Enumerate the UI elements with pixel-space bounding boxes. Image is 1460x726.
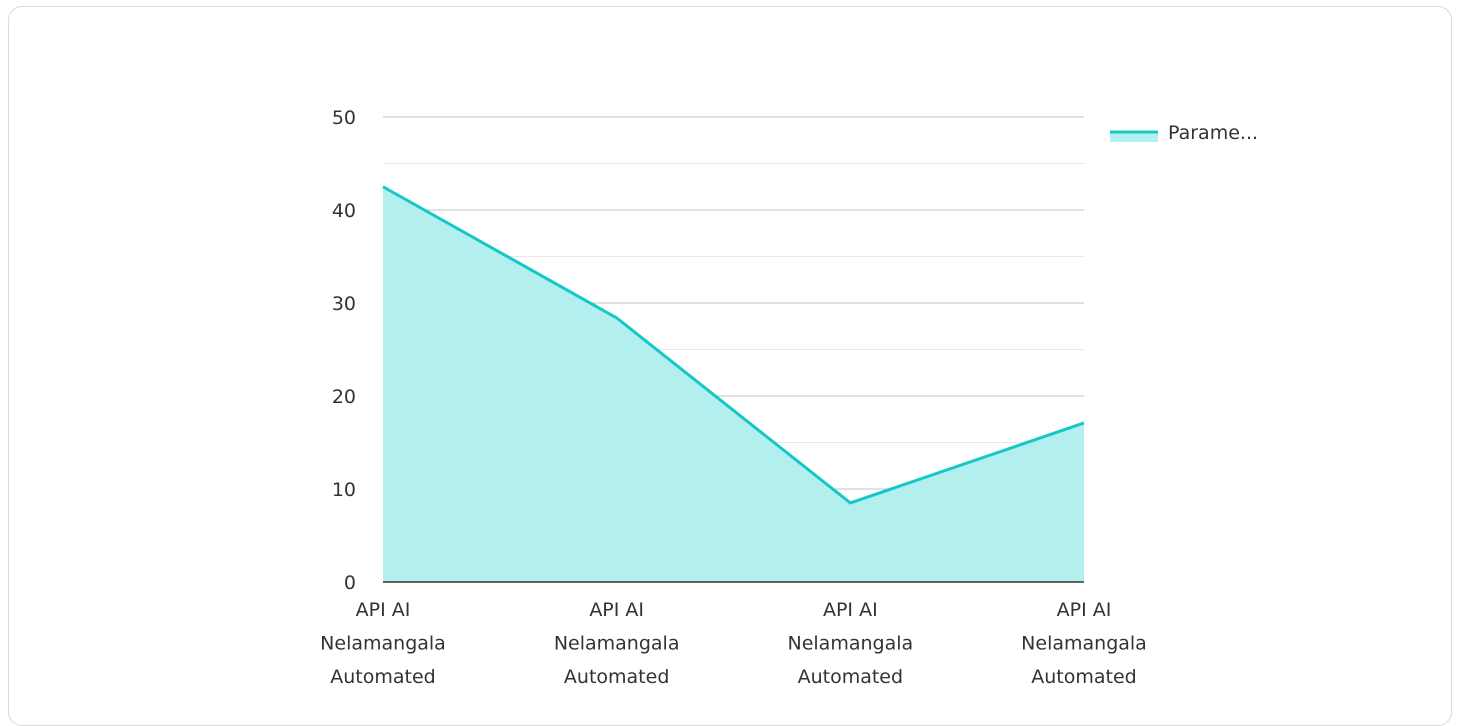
x-axis-tick-labels: API AINelamangalaAutomatedQuality Contro…	[303, 599, 1165, 702]
series-line-layer	[382, 185, 1085, 505]
x-tick-label-2: API AINelamangalaAutomatedQuality Contro…	[536, 599, 697, 702]
chart-card	[8, 6, 1452, 726]
x-tick-label-3: API AINelamangalaAutomatedQuality Contro…	[770, 599, 931, 702]
y-tick-label: 40	[332, 200, 356, 222]
legend-label: Parame...	[1168, 122, 1258, 144]
legend[interactable]: Parame...	[1110, 122, 1258, 144]
y-tick-label: 20	[332, 386, 356, 408]
x-tick-label-1: API AINelamangalaAutomatedQuality Contro…	[303, 599, 464, 702]
y-axis-tick-labels: 0 10 20 30 40 50	[332, 107, 356, 594]
y-tick-label: 10	[332, 479, 356, 501]
y-tick-label: 50	[332, 107, 356, 129]
y-tick-label: 30	[332, 293, 356, 315]
legend-swatch-fill	[1110, 132, 1158, 142]
area-chart: 0 10 20 30 40 50 API AINelamangalaAutomatedQu…	[303, 107, 1258, 702]
x-tick-label-4: API AINelamangalaAutomatedQuality Contro…	[1004, 599, 1165, 702]
y-tick-label: 0	[344, 572, 356, 594]
series-line-1	[382, 185, 1085, 505]
